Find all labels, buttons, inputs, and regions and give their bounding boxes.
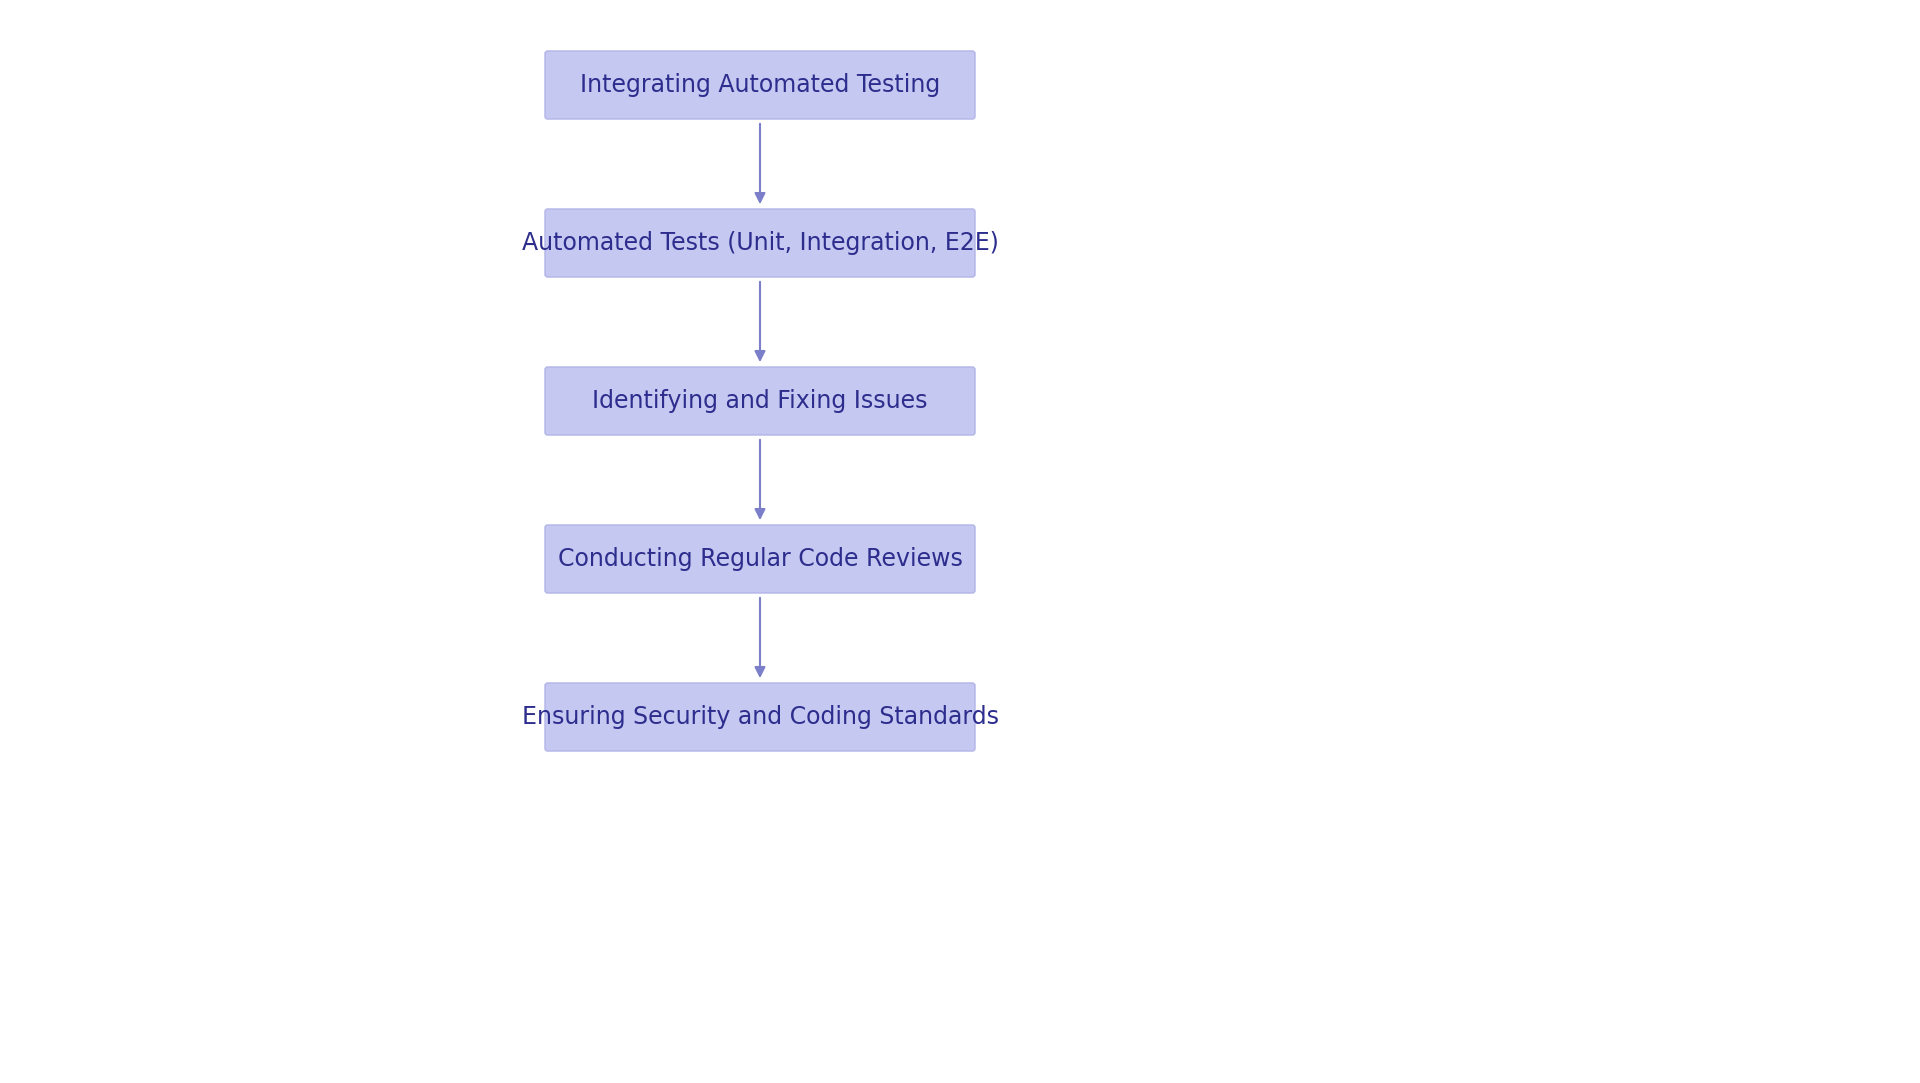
FancyBboxPatch shape [545,367,975,435]
Text: Automated Tests (Unit, Integration, E2E): Automated Tests (Unit, Integration, E2E) [522,231,998,255]
FancyBboxPatch shape [545,525,975,593]
FancyBboxPatch shape [545,683,975,751]
Text: Conducting Regular Code Reviews: Conducting Regular Code Reviews [557,547,962,571]
FancyBboxPatch shape [545,51,975,119]
Text: Identifying and Fixing Issues: Identifying and Fixing Issues [591,389,927,413]
FancyBboxPatch shape [545,209,975,277]
Text: Integrating Automated Testing: Integrating Automated Testing [580,73,941,97]
Text: Ensuring Security and Coding Standards: Ensuring Security and Coding Standards [522,705,998,729]
